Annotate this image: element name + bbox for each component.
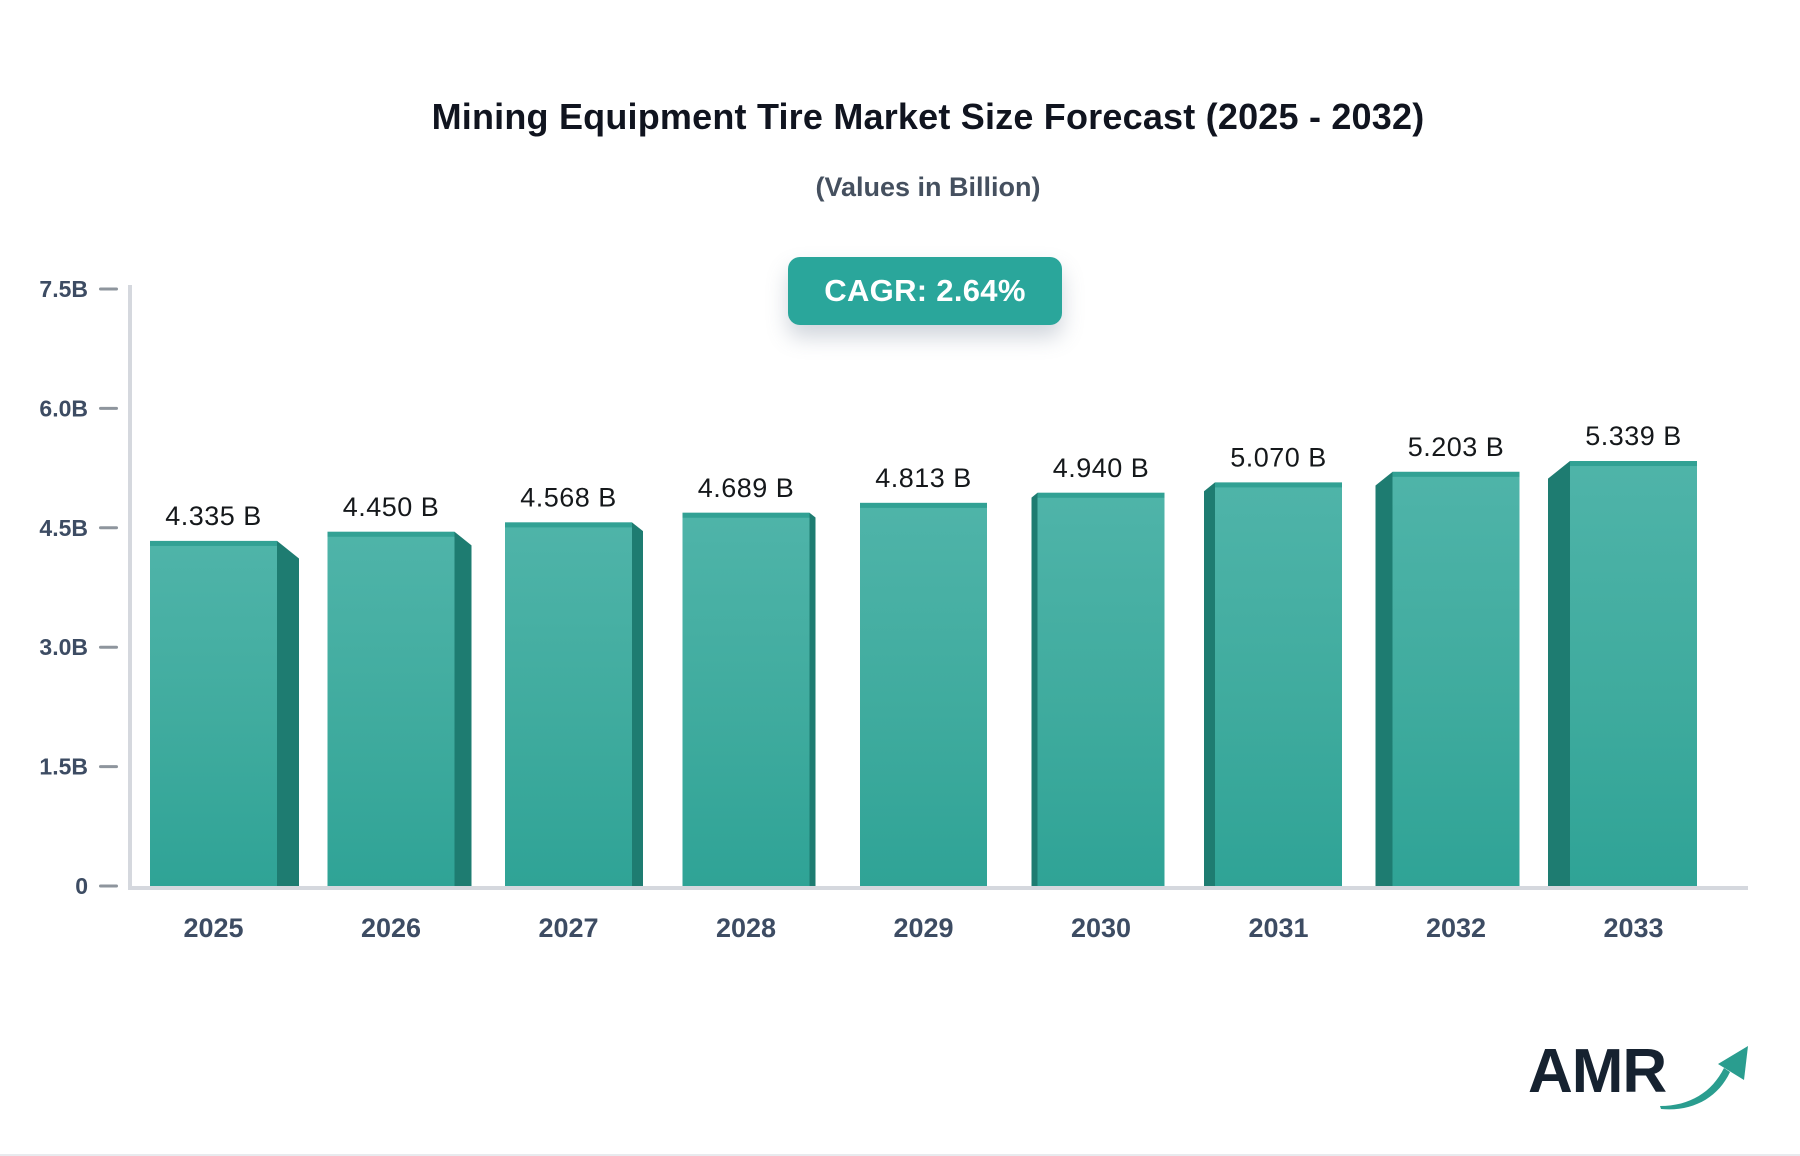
bar-top-edge bbox=[860, 502, 987, 508]
bar-face bbox=[505, 522, 632, 886]
y-tick bbox=[99, 645, 118, 649]
bar-group-2032: 5.203 B 2032 bbox=[1375, 432, 1520, 943]
bar-group-2033: 5.339 B 2033 bbox=[1548, 421, 1697, 943]
bar-value-label: 5.070 B bbox=[1230, 442, 1327, 472]
bar-side bbox=[1031, 492, 1038, 886]
x-axis-label: 2031 bbox=[1248, 913, 1308, 943]
bar-face bbox=[682, 512, 810, 886]
bar-group-2029: 4.813 B 2029 bbox=[860, 463, 987, 943]
bar-top-edge bbox=[682, 512, 810, 518]
y-tick bbox=[99, 884, 118, 888]
bar-side bbox=[454, 531, 472, 886]
bar-top-edge bbox=[1215, 482, 1342, 488]
y-tick bbox=[99, 406, 118, 410]
bar-side bbox=[809, 512, 816, 886]
bar-value-label: 4.689 B bbox=[698, 473, 795, 503]
bar-value-label: 4.335 B bbox=[165, 501, 262, 531]
bar-top-edge bbox=[505, 522, 632, 528]
bar-face bbox=[860, 502, 987, 886]
bar-top-edge bbox=[1392, 471, 1520, 477]
bar-value-label: 5.203 B bbox=[1408, 432, 1505, 462]
y-tick-label: 6.0B bbox=[39, 395, 88, 421]
bar-side bbox=[277, 540, 299, 886]
x-axis-label: 2032 bbox=[1426, 913, 1486, 943]
bar-face bbox=[1570, 461, 1697, 886]
bar-group-2030: 4.940 B 2030 bbox=[1031, 453, 1165, 943]
bar-face bbox=[1215, 482, 1342, 886]
bar-group-2026: 4.450 B 2026 bbox=[327, 492, 472, 943]
bar-top-edge bbox=[1570, 461, 1697, 467]
bar-top-edge bbox=[327, 531, 455, 537]
bar-top-edge bbox=[1037, 492, 1165, 498]
y-tick-label: 0 bbox=[75, 873, 88, 899]
bar-group-2028: 4.689 B 2028 bbox=[682, 473, 816, 943]
bar-side bbox=[1204, 482, 1215, 886]
bar-value-label: 4.568 B bbox=[520, 482, 617, 512]
trend-arrow-icon bbox=[1660, 1046, 1748, 1110]
bar-group-2031: 5.070 B 2031 bbox=[1204, 442, 1342, 943]
bar-side bbox=[632, 522, 643, 886]
y-tick-label: 1.5B bbox=[39, 754, 88, 780]
x-axis-label: 2029 bbox=[893, 913, 953, 943]
y-tick bbox=[99, 287, 118, 291]
bar-face bbox=[327, 531, 455, 886]
x-axis-label: 2030 bbox=[1071, 913, 1131, 943]
y-tick bbox=[99, 765, 118, 769]
amr-logo-text: AMR bbox=[1528, 1037, 1667, 1106]
bar-top-edge bbox=[150, 540, 277, 546]
y-axis-line bbox=[128, 285, 132, 890]
bar-value-label: 4.450 B bbox=[343, 492, 440, 522]
y-tick-label: 4.5B bbox=[39, 515, 88, 541]
bar-group-2027: 4.568 B 2027 bbox=[505, 482, 643, 943]
y-tick bbox=[99, 526, 118, 530]
bar-side bbox=[1375, 471, 1393, 886]
bar-face bbox=[1392, 471, 1520, 886]
bar-group-2025: 4.335 B 2025 bbox=[150, 501, 299, 943]
bar-value-label: 4.940 B bbox=[1053, 453, 1150, 483]
chart-subtitle: (Values in Billion) bbox=[815, 172, 1041, 202]
bar-side bbox=[1548, 461, 1570, 886]
bar-value-label: 5.339 B bbox=[1585, 421, 1682, 451]
x-axis-label: 2026 bbox=[361, 913, 421, 943]
x-axis-label: 2025 bbox=[183, 913, 243, 943]
y-tick-label: 7.5B bbox=[39, 276, 88, 302]
x-axis-line bbox=[128, 886, 1748, 890]
x-axis-label: 2033 bbox=[1603, 913, 1663, 943]
x-axis-label: 2027 bbox=[538, 913, 598, 943]
amr-logo: AMR bbox=[1528, 1028, 1758, 1128]
bar-face bbox=[1037, 492, 1165, 886]
cagr-badge: CAGR: 2.64% bbox=[788, 257, 1062, 325]
bar-face bbox=[150, 540, 277, 886]
y-tick-label: 3.0B bbox=[39, 634, 88, 660]
x-axis-label: 2028 bbox=[716, 913, 776, 943]
chart-title: Mining Equipment Tire Market Size Foreca… bbox=[431, 96, 1425, 137]
bar-value-label: 4.813 B bbox=[875, 463, 972, 493]
